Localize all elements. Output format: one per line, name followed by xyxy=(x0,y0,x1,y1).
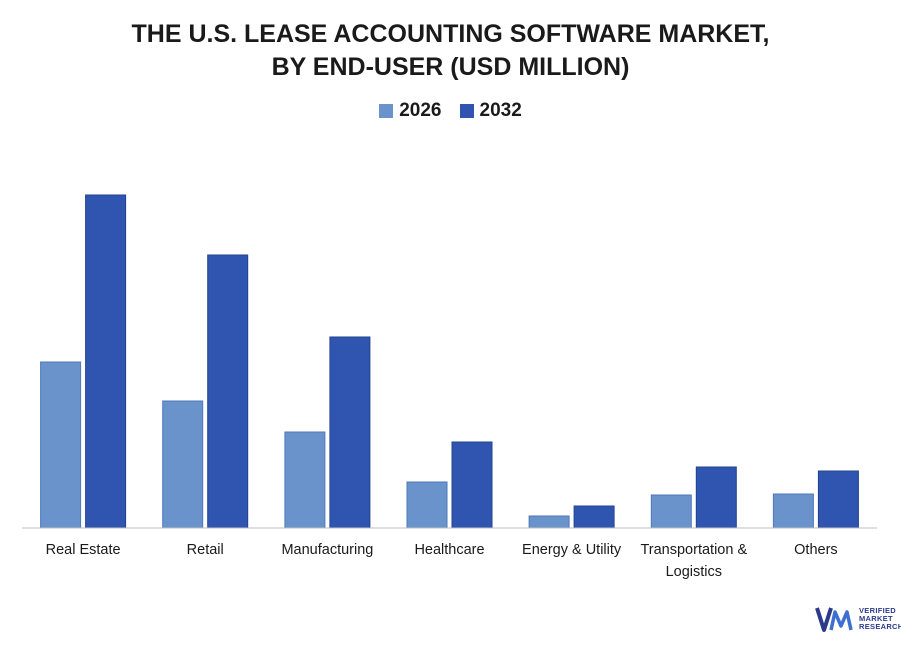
logo-line-3: RESEARCH xyxy=(859,622,901,631)
bar-2032-5 xyxy=(695,466,737,529)
bar-2026-5 xyxy=(650,494,692,529)
vmr-logo-text: VERIFIED MARKET RESEARCH xyxy=(859,607,901,631)
category-label-4: Energy & Utility xyxy=(522,542,622,558)
bar-2032-6 xyxy=(817,470,859,529)
category-label-5: Transportation & Logistics xyxy=(640,542,747,580)
chart-title-line-2: BY END-USER (USD MILLION) xyxy=(271,53,630,81)
bar-2032-3 xyxy=(451,441,493,529)
bar-2026-3 xyxy=(406,481,448,529)
legend: 2026 2032 xyxy=(0,100,901,122)
category-labels-group: Real Estate Retail Manufacturing Healthcare… xyxy=(46,542,838,580)
bar-2032-4 xyxy=(573,505,615,529)
vmr-logo: VERIFIED MARKET RESEARCH xyxy=(815,604,901,634)
legend-label-2026: 2026 xyxy=(399,100,442,121)
category-label-2: Manufacturing xyxy=(281,542,373,558)
category-label-3: Healthcare xyxy=(414,542,484,558)
chart-title: THE U.S. LEASE ACCOUNTING SOFTWARE MARKE… xyxy=(0,18,901,84)
bar-2026-2 xyxy=(284,431,326,529)
bar-2026-1 xyxy=(162,400,204,529)
chart-title-line-1: THE U.S. LEASE ACCOUNTING SOFTWARE MARKE… xyxy=(131,20,770,48)
bar-2032-1 xyxy=(207,254,249,529)
bar-2032-2 xyxy=(329,336,371,529)
bar-2026-6 xyxy=(772,493,814,529)
bar-2026-4 xyxy=(528,515,570,529)
legend-item-2026: 2026 xyxy=(379,100,442,122)
category-label-1: Retail xyxy=(187,542,224,558)
legend-label-2032: 2032 xyxy=(479,100,522,121)
category-label-0: Real Estate xyxy=(46,542,121,558)
bar-2032-0 xyxy=(85,194,127,529)
logo-line-2: MARKET xyxy=(859,614,893,623)
bars-group xyxy=(40,194,859,529)
vmr-logo-icon xyxy=(815,607,853,632)
legend-swatch-2032 xyxy=(459,104,474,118)
legend-swatch-2026 xyxy=(379,104,394,118)
category-label-6: Others xyxy=(794,542,838,558)
logo-line-1: VERIFIED xyxy=(859,606,896,615)
legend-item-2032: 2032 xyxy=(459,100,522,122)
bar-2026-0 xyxy=(40,361,82,529)
